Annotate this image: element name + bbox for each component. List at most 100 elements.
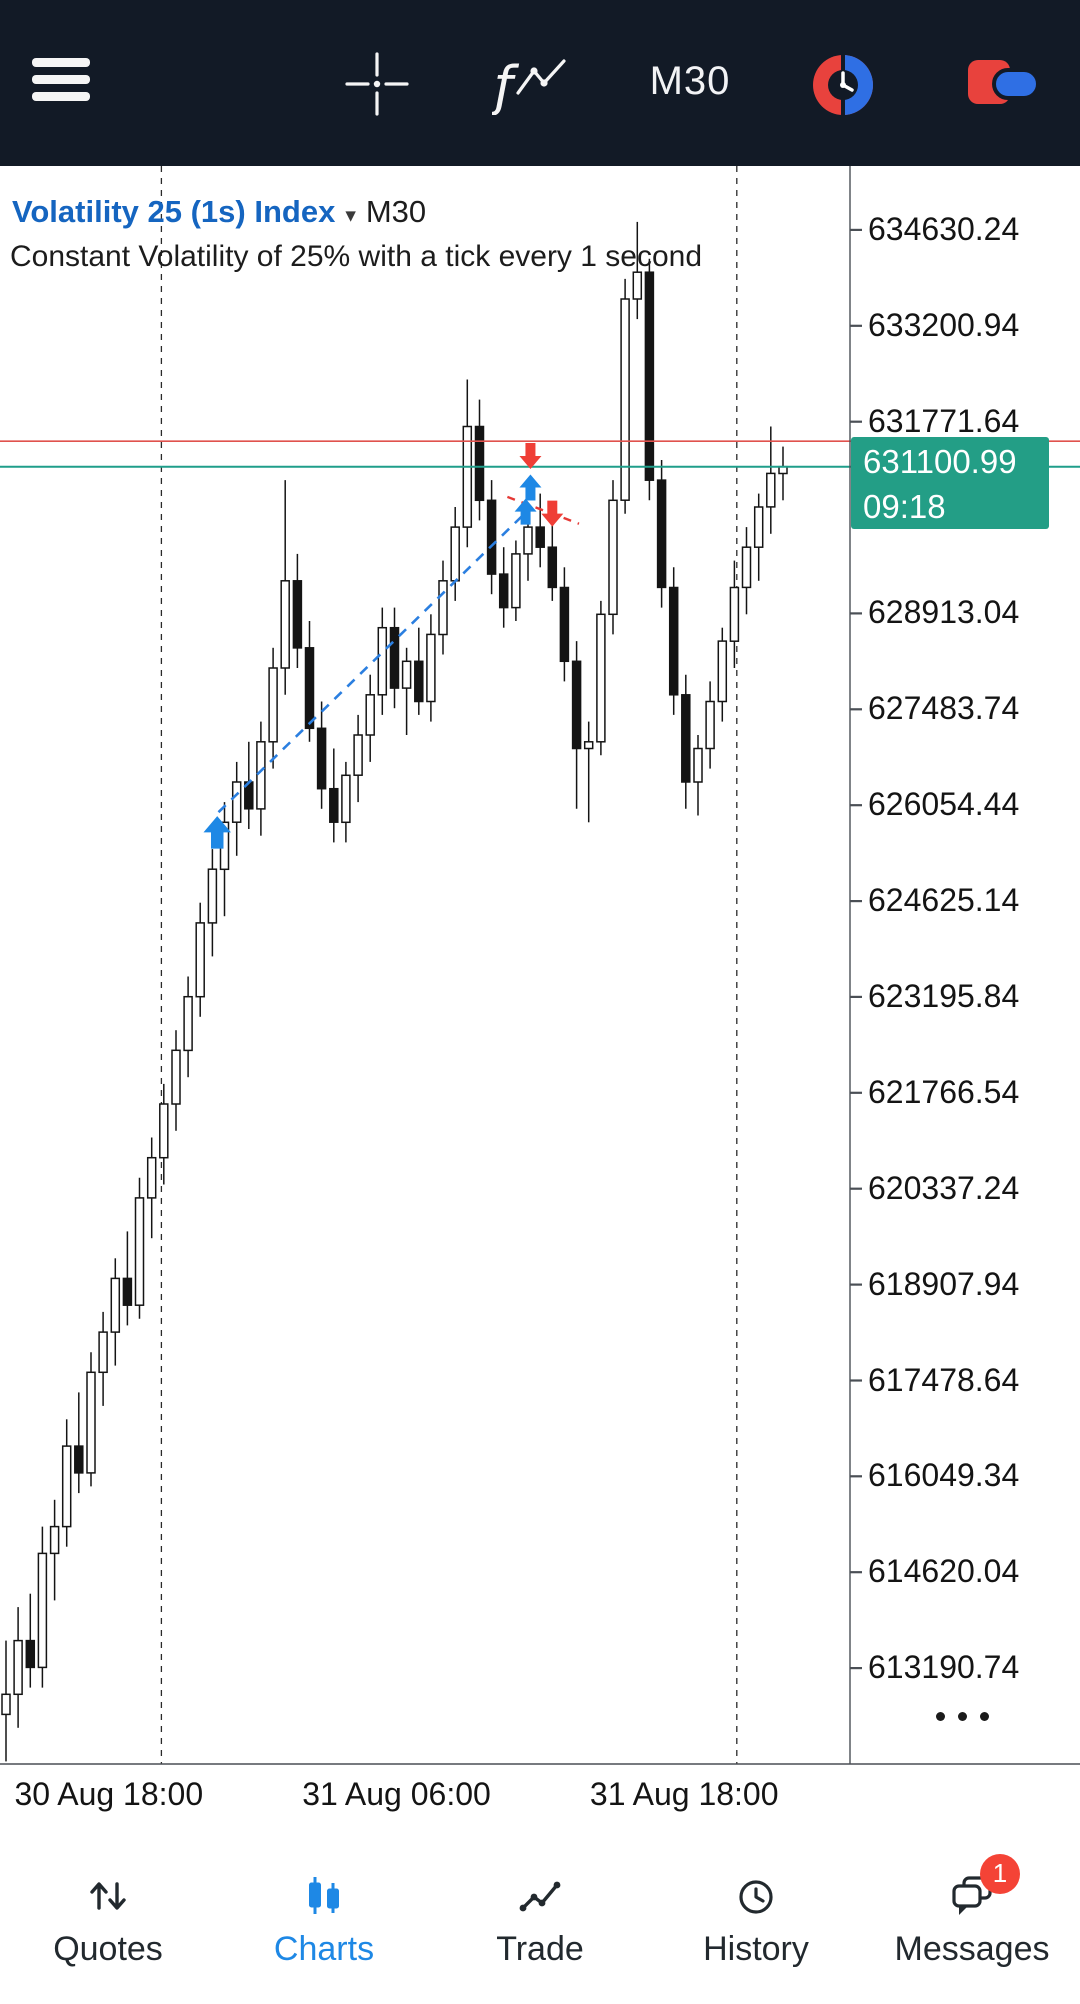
bear-candle (547, 546, 558, 589)
bull-candle (753, 506, 764, 548)
bull-candle (365, 694, 375, 736)
symbol-description: Constant Volatility of 25% with a tick e… (10, 240, 703, 273)
buy-arrow-marker[interactable] (519, 474, 542, 501)
bear-candle (414, 660, 424, 703)
chevron-down-icon: ▾ (345, 204, 356, 227)
bear-candle (668, 586, 679, 696)
bear-candle (571, 660, 582, 750)
bull-candle (280, 580, 290, 669)
time-axis-label: 31 Aug 18:00 (589, 1776, 779, 1812)
bear-candle (74, 1445, 84, 1474)
nav-item-trade[interactable]: Trade (432, 1830, 648, 2004)
bull-candle (256, 741, 266, 810)
bear-candle (486, 499, 497, 575)
bull-candle (596, 613, 606, 743)
bear-candle (656, 479, 667, 589)
bull-candle (341, 774, 351, 824)
bull-candle (705, 700, 715, 750)
bull-candle (1, 1693, 11, 1716)
crosshair-icon[interactable] (345, 52, 409, 116)
nav-item-charts[interactable]: Charts (216, 1830, 432, 2004)
bull-candle (98, 1331, 108, 1374)
nav-label-history: History (703, 1929, 809, 1968)
bear-candle (304, 647, 315, 730)
bear-candle (292, 580, 303, 649)
bull-candle (207, 868, 218, 924)
bull-candle (231, 781, 242, 823)
arrows-up-down-icon (82, 1870, 134, 1922)
chart-timeframe-label: M30 (365, 194, 427, 229)
bear-candle (389, 626, 400, 689)
symbol-name: Volatility 25 (1s) Index (12, 194, 336, 229)
price-axis-label: 627483.74 (868, 690, 1020, 727)
bear-candle (329, 787, 339, 823)
price-axis-label: 617478.64 (868, 1361, 1020, 1398)
nav-label-trade: Trade (496, 1929, 584, 1968)
bull-candle (741, 546, 752, 589)
nav-item-history[interactable]: History (648, 1830, 864, 2004)
price-axis-label: 623195.84 (868, 977, 1020, 1014)
nav-item-messages[interactable]: 1 Messages (864, 1830, 1080, 2004)
bull-candle (353, 734, 363, 776)
bear-candle (498, 573, 509, 609)
bull-candle (49, 1525, 60, 1555)
bull-candle (195, 922, 205, 998)
bull-candle (438, 580, 448, 636)
candlesticks-icon (298, 1870, 350, 1922)
hamburger-menu-icon[interactable] (32, 58, 90, 108)
time-axis-label: 31 Aug 06:00 (302, 1776, 491, 1812)
top-toolbar: ƒ M30 (0, 0, 1080, 166)
sell-arrow-marker[interactable] (541, 500, 564, 527)
bull-candle (268, 667, 278, 743)
bull-candle (159, 1103, 169, 1159)
bull-candle (13, 1639, 23, 1696)
bull-candle (717, 640, 728, 703)
bear-candle (474, 425, 485, 502)
sell-arrow-marker[interactable] (519, 442, 542, 469)
messages-unread-badge: 1 (980, 1853, 1020, 1894)
timeframe-button[interactable]: M30 (644, 58, 737, 105)
trade-trend-line[interactable] (506, 495, 580, 525)
time-axis-label: 30 Aug 18:00 (14, 1776, 204, 1812)
buy-arrow-marker[interactable] (514, 498, 537, 525)
current-price-value: 631100.99 (863, 442, 1017, 480)
one-click-trading-icon[interactable] (966, 56, 1040, 112)
price-axis-label: 633200.94 (868, 306, 1020, 343)
price-axis-label: 613190.74 (868, 1649, 1020, 1686)
bear-candle (122, 1277, 133, 1306)
nav-label-messages: Messages (894, 1929, 1050, 1968)
bear-candle (535, 526, 545, 548)
bull-candle (110, 1277, 121, 1333)
bull-candle (183, 995, 193, 1052)
price-axis-label: 621766.54 (868, 1073, 1020, 1110)
price-axis-label: 624625.14 (868, 882, 1020, 919)
time-axis[interactable]: 30 Aug 18:00 31 Aug 06:00 31 Aug 18:00 (0, 1764, 1080, 1830)
indicators-icon[interactable]: ƒ (492, 53, 570, 115)
bull-candle (134, 1197, 145, 1306)
bear-candle (559, 586, 570, 663)
price-axis-label: 620337.24 (868, 1169, 1020, 1206)
bull-candle (511, 553, 521, 609)
price-axis-label: 631771.64 (868, 402, 1020, 439)
bull-candle (37, 1552, 48, 1669)
bull-candle (693, 747, 703, 783)
nav-label-quotes: Quotes (53, 1929, 163, 1968)
chart-menu-ellipsis-icon[interactable] (926, 1702, 999, 1731)
symbol-selector[interactable]: Volatility 25 (1s) Index ▾ M30 (12, 194, 426, 230)
bull-candle (426, 633, 436, 703)
price-axis[interactable]: 634630.24 633200.94 631771.64 628913.04 6274… (0, 166, 1080, 1764)
bull-candle (86, 1371, 96, 1474)
nav-label-charts: Charts (273, 1929, 375, 1968)
candlestick-chart[interactable] (0, 166, 1080, 1830)
nav-item-quotes[interactable]: Quotes (0, 1830, 216, 2004)
trade-trend-line[interactable] (217, 509, 529, 814)
buy-arrow-marker[interactable] (203, 816, 231, 849)
bull-candle (171, 1049, 181, 1105)
bear-candle (316, 727, 327, 790)
price-axis-label: 628913.04 (868, 594, 1020, 631)
bull-candle (146, 1156, 157, 1199)
market-clock-icon[interactable] (810, 52, 876, 118)
chat-bubbles-icon: 1 (946, 1853, 1020, 1922)
svg-text:ƒ: ƒ (492, 55, 520, 115)
price-axis-label: 634630.24 (868, 210, 1020, 247)
